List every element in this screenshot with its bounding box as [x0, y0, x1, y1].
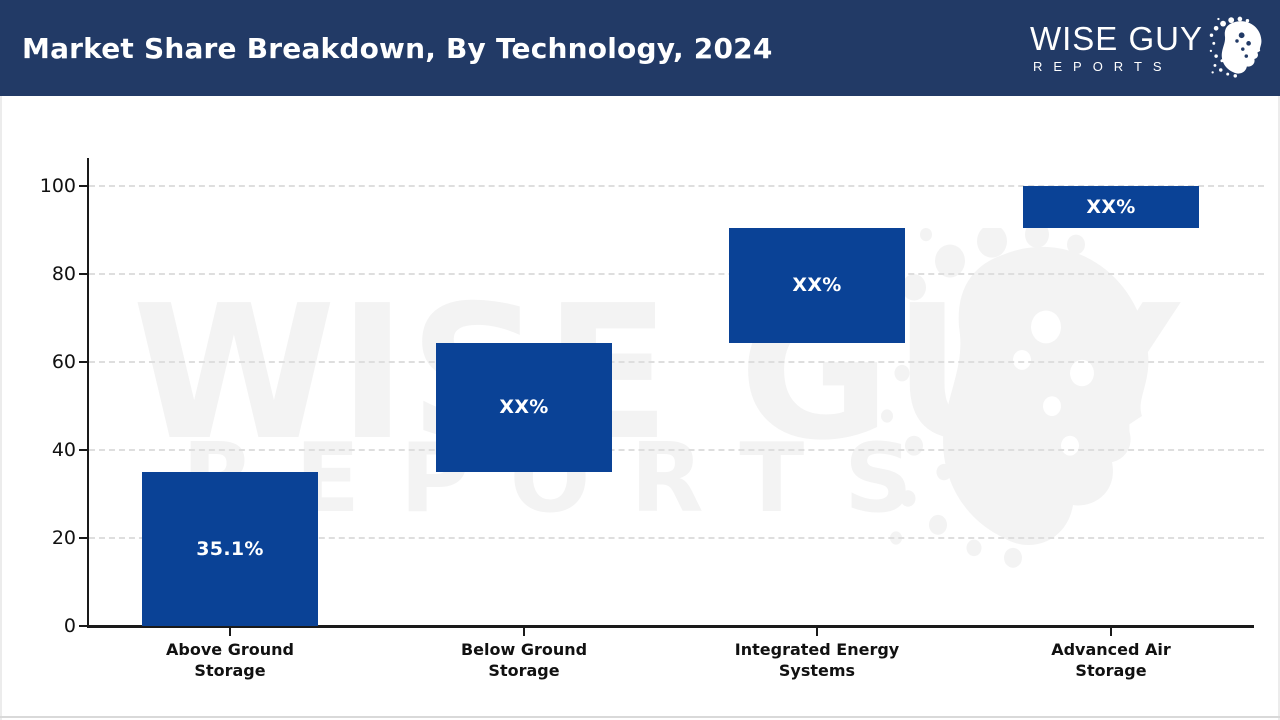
bar-value-label: 35.1%: [196, 537, 264, 560]
category-label: Advanced Air Storage: [1051, 640, 1171, 680]
gridline: [89, 449, 1264, 451]
y-tick: [79, 273, 87, 275]
y-tick-label: 20: [51, 527, 76, 549]
bar: 35.1%: [142, 471, 318, 626]
y-tick: [79, 537, 87, 539]
y-axis-line: [87, 158, 89, 628]
bottom-border: [0, 716, 1280, 718]
plot-area: 0 20 40 60 80 100 35.1% Above Ground Storage XX%…: [0, 96, 1280, 720]
y-tick-label: 40: [51, 439, 76, 461]
y-tick-label: 60: [51, 351, 76, 373]
chart-title: Market Share Breakdown, By Technology, 2…: [22, 31, 773, 65]
brand-name: WISE GUY: [1029, 20, 1203, 57]
y-tick: [79, 625, 87, 627]
category-label: Above Ground Storage: [166, 640, 294, 680]
bar-value-label: XX%: [1086, 195, 1136, 218]
y-tick-label: 80: [51, 263, 76, 285]
bar: XX%: [729, 227, 905, 344]
brand-logo: WISE GUY REPORTS: [1030, 9, 1266, 87]
y-tick-label: 0: [63, 615, 76, 637]
chart-canvas: WISE GUY REPORTS: [0, 96, 1280, 720]
category-label: Below Ground Storage: [460, 640, 588, 680]
y-tick-label: 100: [39, 175, 76, 197]
brand-logo-text: WISE GUY REPORTS: [1030, 22, 1203, 74]
bar: XX%: [436, 343, 612, 472]
x-axis-line: [88, 625, 1254, 628]
category-label: Integrated Energy Systems: [734, 640, 900, 680]
bar-value-label: XX%: [792, 274, 842, 297]
gridline: [89, 185, 1264, 187]
x-tick: [816, 628, 818, 636]
x-tick: [1110, 628, 1112, 636]
brand-subname: REPORTS: [1032, 59, 1173, 74]
bar-value-label: XX%: [499, 396, 549, 419]
x-tick: [229, 628, 231, 636]
gridline: [89, 537, 1264, 539]
y-tick: [79, 185, 87, 187]
x-tick: [523, 628, 525, 636]
gridline: [89, 361, 1264, 363]
y-tick: [79, 449, 87, 451]
brand-face-icon: [1209, 16, 1262, 78]
y-tick: [79, 361, 87, 363]
gridline: [89, 273, 1264, 275]
bar: XX%: [1023, 186, 1199, 228]
header-bar: Market Share Breakdown, By Technology, 2…: [0, 0, 1280, 96]
